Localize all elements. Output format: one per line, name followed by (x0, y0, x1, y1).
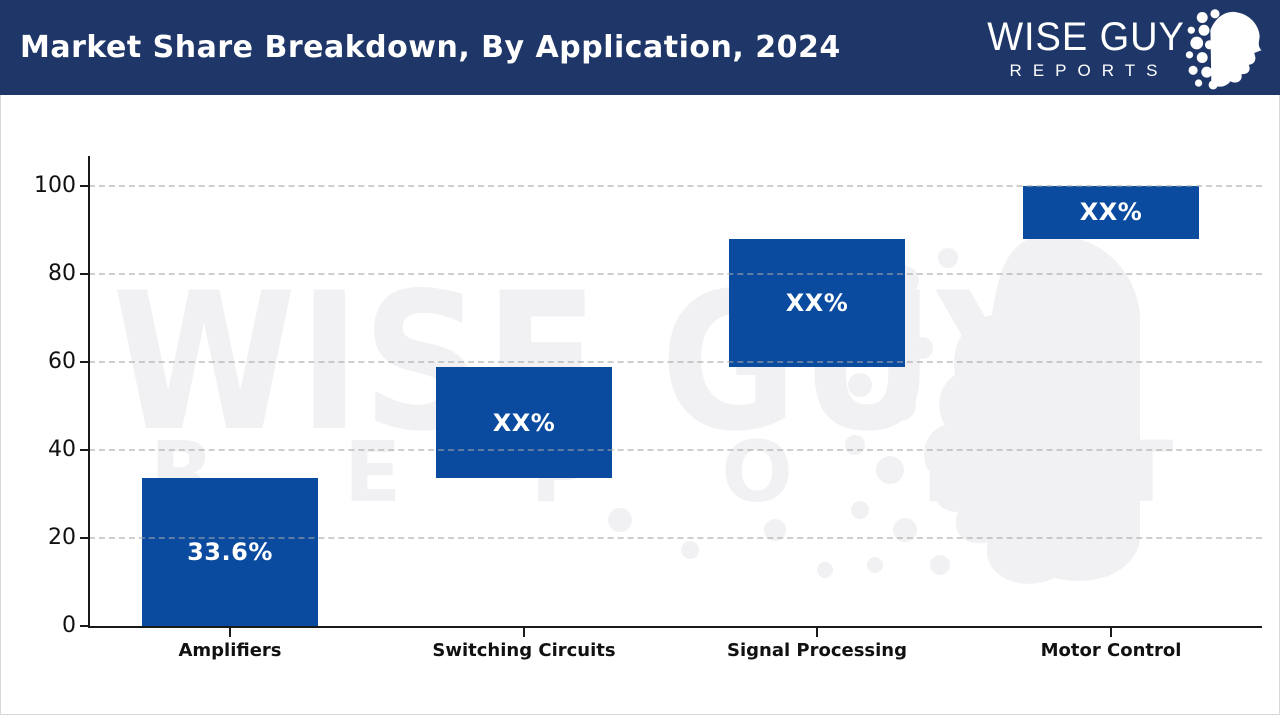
gridline-20 (89, 537, 1262, 539)
page-title: Market Share Breakdown, By Application, … (20, 30, 841, 65)
bar-signal-processing: XX% (729, 238, 905, 368)
gridline-80 (89, 273, 1262, 275)
gridline-60 (89, 361, 1262, 363)
bar-switching-circuits: XX% (436, 367, 612, 479)
x-tick-1 (523, 628, 525, 637)
y-tick-60 (80, 361, 88, 363)
header-band: Market Share Breakdown, By Application, … (0, 0, 1280, 95)
gridline-100 (89, 185, 1262, 187)
bar-value-label: XX% (1079, 198, 1143, 227)
y-tick-40 (80, 449, 88, 451)
bar-value-label: XX% (492, 408, 556, 437)
x-tick-3 (1110, 628, 1112, 637)
x-category-label: Motor Control (1040, 640, 1182, 661)
wiseguy-face-icon (1185, 9, 1262, 90)
bar-value-label: XX% (785, 289, 849, 318)
y-tick-label-0: 0 (62, 613, 76, 638)
x-tick-0 (229, 628, 231, 637)
wiseguy-logo: WISE GUY REPORTS (982, 4, 1266, 92)
y-tick-100 (80, 185, 88, 187)
logo-wordmark: WISE GUY (987, 15, 1185, 59)
y-tick-label-100: 100 (34, 173, 76, 198)
logo-text: WISE GUY REPORTS (982, 17, 1190, 79)
gridline-40 (89, 449, 1262, 451)
x-category-label: Signal Processing (726, 640, 908, 661)
bar-value-label: 33.6% (187, 538, 273, 567)
y-tick-0 (80, 625, 88, 627)
bar-motor-control: XX% (1023, 186, 1199, 239)
y-tick-80 (80, 273, 88, 275)
y-tick-20 (80, 537, 88, 539)
y-tick-label-20: 20 (48, 525, 76, 550)
y-axis-line (88, 156, 90, 628)
logo-subtitle: REPORTS (1009, 61, 1169, 80)
y-tick-label-40: 40 (48, 437, 76, 462)
x-axis-line (88, 626, 1262, 628)
bar-amplifiers: 33.6% (142, 478, 318, 626)
x-category-label: Switching Circuits (432, 640, 616, 661)
y-tick-label-60: 60 (48, 349, 76, 374)
y-tick-label-80: 80 (48, 261, 76, 286)
x-tick-2 (816, 628, 818, 637)
x-category-label: Amplifiers (178, 640, 282, 661)
